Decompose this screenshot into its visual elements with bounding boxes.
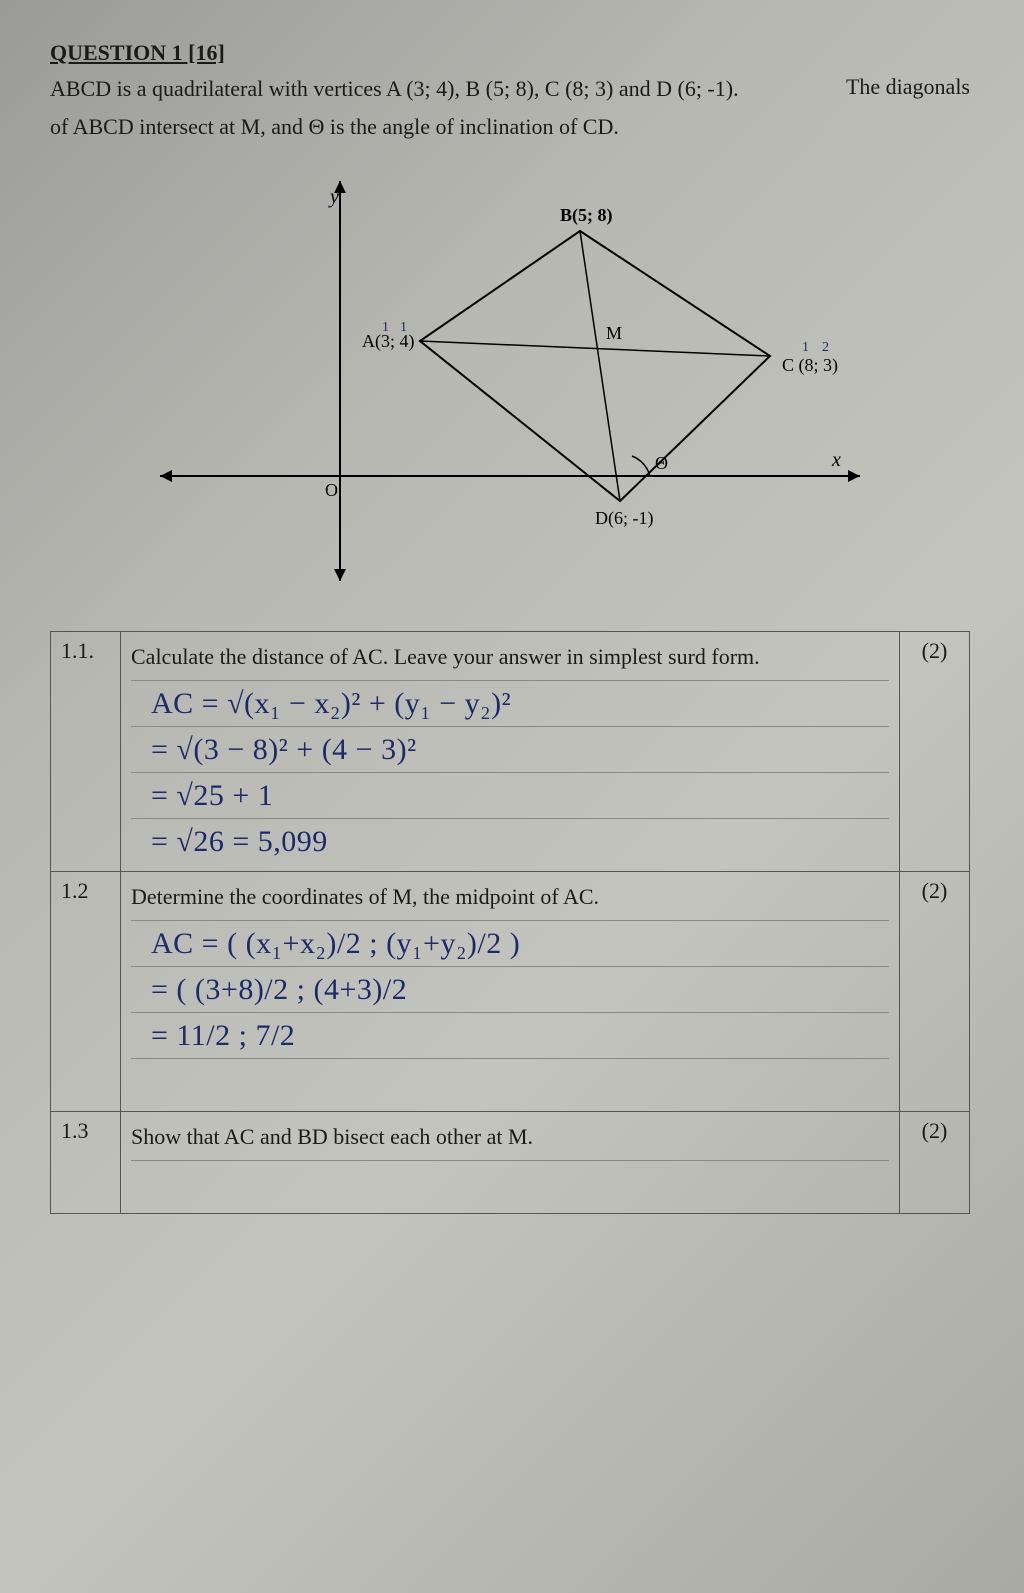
intro-line-2: of ABCD intersect at M, and Θ is the ang… — [50, 112, 970, 142]
work-line: = √(3 − 8)² + (4 − 3)² — [131, 727, 889, 773]
intro-text-1: ABCD is a quadrilateral with vertices A … — [50, 76, 739, 101]
theta-arc — [632, 456, 650, 476]
q-number-1-3: 1.3 — [51, 1112, 121, 1214]
work-line: = 11/2 ; 7/2 — [131, 1013, 889, 1059]
handwriting-text: = 11/2 ; 7/2 — [151, 1019, 295, 1053]
work-line: = √26 = 5,099 — [131, 819, 889, 865]
label-b: B(5; 8) — [560, 205, 613, 226]
theta-label: Θ — [655, 453, 668, 473]
q-prompt-1-1: Calculate the distance of AC. Leave your… — [131, 638, 889, 681]
work-line — [131, 1161, 889, 1207]
page: QUESTION 1 [16] ABCD is a quadrilateral … — [50, 40, 970, 1214]
row-1-2: 1.2 Determine the coordinates of M, the … — [51, 872, 970, 1112]
annot-a-x: 1 — [382, 320, 389, 335]
x-label: x — [831, 449, 841, 471]
label-d: D(6; -1) — [595, 508, 653, 529]
diagram-svg: O y x A(3; 4) 1 1 B(5; 8) C (8; 3) 1 2 D… — [160, 181, 860, 581]
q-number-1-1: 1.1. — [51, 632, 121, 872]
quadrilateral — [420, 231, 770, 501]
x-arrow-right — [848, 470, 860, 482]
work-line: AC = √(x₁ − x₂)² + (y₁ − y₂)² — [131, 681, 889, 727]
x-arrow-left — [160, 470, 172, 482]
work-line: = √25 + 1 — [131, 773, 889, 819]
row-1-3: 1.3 Show that AC and BD bisect each othe… — [51, 1112, 970, 1214]
diagonal-ac — [420, 341, 770, 356]
annot-c-x: 1 — [802, 340, 809, 355]
diagram: O y x A(3; 4) 1 1 B(5; 8) C (8; 3) 1 2 D… — [160, 181, 860, 581]
q-prompt-1-2: Determine the coordinates of M, the midp… — [131, 878, 889, 921]
handwriting-text: AC = ( (x₁+x₂)/2 ; (y₁+y₂)/2 ) — [151, 927, 520, 961]
label-c: C (8; 3) — [782, 355, 838, 376]
handwriting-text: AC = √(x₁ − x₂)² + (y₁ − y₂)² — [151, 687, 511, 721]
questions-table: 1.1. Calculate the distance of AC. Leave… — [50, 631, 970, 1214]
question-title: QUESTION 1 [16] — [50, 40, 739, 66]
origin-label: O — [325, 480, 338, 500]
row-1-1: 1.1. Calculate the distance of AC. Leave… — [51, 632, 970, 872]
q-marks-1-1: (2) — [900, 632, 970, 872]
q-body-1-1: Calculate the distance of AC. Leave your… — [121, 632, 900, 872]
work-line: AC = ( (x₁+x₂)/2 ; (y₁+y₂)/2 ) — [131, 921, 889, 967]
q-marks-1-3: (2) — [900, 1112, 970, 1214]
header-row: QUESTION 1 [16] ABCD is a quadrilateral … — [50, 40, 970, 104]
q-marks-1-2: (2) — [900, 872, 970, 1112]
handwriting-text: = ( (3+8)/2 ; (4+3)/2 — [151, 973, 407, 1007]
q-body-1-3: Show that AC and BD bisect each other at… — [121, 1112, 900, 1214]
intro-tail: The diagonals — [846, 74, 970, 100]
y-label: y — [328, 186, 339, 208]
intro-line-1: ABCD is a quadrilateral with vertices A … — [50, 74, 739, 104]
work-line — [131, 1059, 889, 1105]
annot-c-y: 2 — [822, 340, 829, 355]
work-line: = ( (3+8)/2 ; (4+3)/2 — [131, 967, 889, 1013]
q-body-1-2: Determine the coordinates of M, the midp… — [121, 872, 900, 1112]
handwriting-text: = √26 = 5,099 — [151, 825, 328, 859]
annot-a-y: 1 — [400, 320, 407, 335]
handwriting-text: = √(3 − 8)² + (4 − 3)² — [151, 733, 417, 767]
handwriting-text: = √25 + 1 — [151, 779, 273, 813]
diagonal-bd — [580, 231, 620, 501]
y-arrow-down — [334, 569, 346, 581]
label-m: M — [606, 323, 622, 343]
q-number-1-2: 1.2 — [51, 872, 121, 1112]
q-prompt-1-3: Show that AC and BD bisect each other at… — [131, 1118, 889, 1161]
